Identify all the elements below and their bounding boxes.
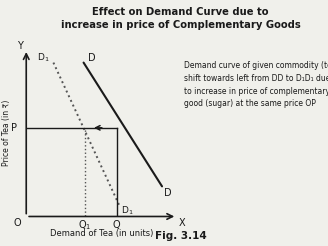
Text: Price of Tea (in ₹): Price of Tea (in ₹) (2, 100, 11, 166)
Text: D: D (88, 53, 96, 62)
Text: Q: Q (113, 220, 121, 230)
Text: P: P (11, 123, 17, 133)
Text: Demand curve of given commodity (tea)
shift towards left from DD to D₁D₁ due
to : Demand curve of given commodity (tea) sh… (184, 62, 328, 108)
Text: D$_1$: D$_1$ (121, 205, 134, 217)
Text: D: D (164, 188, 171, 198)
Text: Demand of Tea (in units): Demand of Tea (in units) (50, 229, 154, 238)
Text: Y: Y (17, 41, 23, 51)
Text: Fig. 3.14: Fig. 3.14 (154, 231, 206, 241)
Text: O: O (13, 218, 21, 228)
Text: D$_1$: D$_1$ (37, 52, 49, 64)
Text: Q$_1$: Q$_1$ (78, 218, 92, 232)
Text: X: X (178, 218, 185, 228)
Text: Effect on Demand Curve due to
increase in price of Complementary Goods: Effect on Demand Curve due to increase i… (61, 7, 300, 30)
